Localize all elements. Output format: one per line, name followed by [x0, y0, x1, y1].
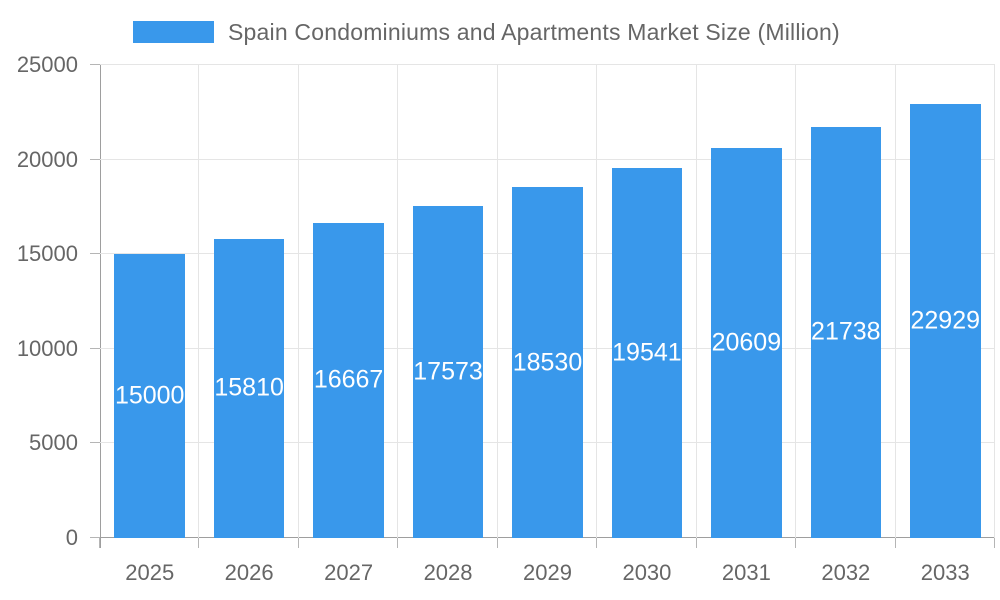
y-axis-tick: [90, 347, 100, 349]
h-gridline: [100, 158, 995, 160]
y-tick-label: 0: [65, 525, 78, 550]
v-gridline: [198, 65, 200, 538]
v-gridline: [596, 65, 598, 538]
y-axis-tick: [90, 442, 100, 444]
bar-value-label: 18530: [512, 348, 583, 377]
bar-slot: 16667: [299, 65, 398, 538]
bar-slot: 21738: [796, 65, 895, 538]
y-tick-label: 20000: [16, 146, 78, 172]
bar-2026[interactable]: 15810: [213, 238, 285, 538]
legend-swatch[interactable]: [133, 21, 214, 43]
y-tick-label: 25000: [16, 52, 78, 77]
bar-slot: 15000: [100, 65, 199, 538]
bar-2028[interactable]: 17573: [412, 205, 484, 538]
legend-label: Spain Condominiums and Apartments Market…: [228, 19, 840, 45]
v-gridline: [397, 65, 399, 538]
y-axis-tick: [90, 158, 100, 160]
bar-2029[interactable]: 18530: [512, 187, 583, 538]
legend[interactable]: Spain Condominiums and Apartments Market…: [133, 19, 840, 45]
bar-slot: 17573: [398, 65, 497, 538]
bar-2033[interactable]: 22929: [909, 104, 981, 538]
x-tick-label: 2029: [523, 560, 572, 585]
bar-slot: 20609: [697, 65, 796, 538]
y-axis-tick: [90, 537, 100, 538]
bar-value-label: 15810: [214, 373, 284, 402]
x-axis-tick: [894, 538, 896, 548]
x-axis-tick: [994, 538, 995, 548]
bar-value-label: 15000: [114, 381, 185, 410]
y-axis-line: [100, 65, 101, 548]
x-tick-label: 2030: [622, 560, 672, 585]
x-axis-tick: [795, 538, 797, 548]
x-axis-tick: [99, 538, 100, 548]
bar-2030[interactable]: 19541: [611, 168, 683, 538]
x-tick-label: 2025: [125, 560, 175, 585]
bar-2032[interactable]: 21738: [810, 126, 882, 538]
x-axis-tick: [695, 538, 697, 548]
y-axis-tick: [90, 64, 100, 65]
x-tick-label: 2028: [423, 560, 473, 585]
bar-value-label: 16667: [313, 365, 384, 394]
y-axis-tick: [90, 253, 100, 255]
h-gridline: [100, 64, 995, 65]
v-gridline: [994, 65, 995, 538]
x-tick-label: 2026: [224, 560, 274, 585]
v-gridline: [496, 65, 498, 538]
bar-slot: 19541: [597, 65, 696, 538]
x-axis-tick: [496, 538, 498, 548]
x-tick-label: 2031: [721, 560, 771, 585]
y-tick-label: 10000: [16, 335, 78, 361]
bar-2025[interactable]: 15000: [114, 254, 185, 538]
v-gridline: [695, 65, 697, 538]
bar-value-label: 21738: [811, 317, 881, 346]
x-axis-tick: [198, 538, 200, 548]
x-axis-tick: [397, 538, 399, 548]
v-gridline: [297, 65, 299, 538]
plot-area: 15000 15810 16667 17573 18530 19541 20609 21738…: [90, 64, 995, 548]
bar-value-label: 19541: [612, 338, 682, 367]
bar-slot: 15810: [199, 65, 298, 538]
bar-slot: 22929: [896, 65, 995, 538]
x-axis-tick: [297, 538, 299, 548]
bar-2027[interactable]: 16667: [313, 222, 384, 538]
v-gridline: [894, 65, 896, 538]
y-tick-label: 15000: [16, 241, 78, 267]
bar-2031[interactable]: 20609: [711, 148, 782, 538]
bar-value-label: 22929: [910, 306, 981, 335]
x-tick-label: 2027: [324, 560, 374, 585]
bar-value-label: 17573: [413, 357, 483, 386]
v-gridline: [795, 65, 797, 538]
y-tick-label: 5000: [29, 430, 78, 456]
bar-value-label: 20609: [711, 328, 782, 357]
x-tick-label: 2032: [821, 560, 871, 585]
x-axis-tick: [596, 538, 598, 548]
bar-slot: 18530: [498, 65, 597, 538]
x-tick-label: 2033: [920, 560, 970, 585]
